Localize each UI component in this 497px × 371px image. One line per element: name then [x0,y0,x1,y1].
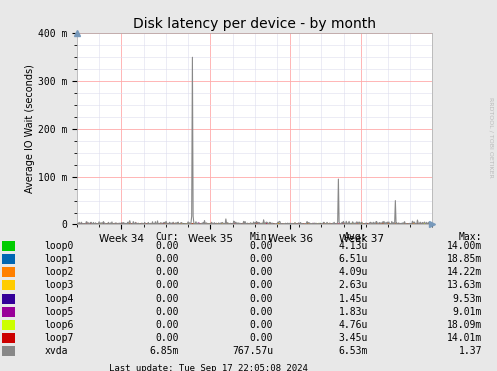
Text: loop2: loop2 [45,267,74,277]
Text: 13.63m: 13.63m [447,280,482,290]
Text: loop3: loop3 [45,280,74,290]
Text: loop7: loop7 [45,333,74,343]
FancyBboxPatch shape [2,267,15,277]
Text: xvda: xvda [45,346,68,356]
Text: 4.13u: 4.13u [338,241,368,251]
Text: 0.00: 0.00 [156,241,179,251]
Text: 0.00: 0.00 [250,293,273,303]
FancyBboxPatch shape [2,307,15,317]
FancyBboxPatch shape [2,254,15,264]
Text: 9.53m: 9.53m [453,293,482,303]
Text: 0.00: 0.00 [156,254,179,264]
Text: loop6: loop6 [45,320,74,330]
Text: 1.83u: 1.83u [338,307,368,317]
FancyBboxPatch shape [2,241,15,251]
Text: 0.00: 0.00 [250,333,273,343]
Text: loop4: loop4 [45,293,74,303]
FancyBboxPatch shape [2,293,15,303]
FancyBboxPatch shape [2,346,15,356]
Text: 14.00m: 14.00m [447,241,482,251]
Text: Min:: Min: [250,233,273,243]
Text: Last update: Tue Sep 17 22:05:08 2024: Last update: Tue Sep 17 22:05:08 2024 [109,364,308,371]
Text: 3.45u: 3.45u [338,333,368,343]
Text: 767.57u: 767.57u [232,346,273,356]
Text: 18.85m: 18.85m [447,254,482,264]
Text: 0.00: 0.00 [250,280,273,290]
Text: 6.51u: 6.51u [338,254,368,264]
Text: 0.00: 0.00 [156,293,179,303]
Text: 0.00: 0.00 [156,307,179,317]
Text: 0.00: 0.00 [156,280,179,290]
Text: 0.00: 0.00 [156,333,179,343]
Text: 0.00: 0.00 [156,267,179,277]
Text: 18.09m: 18.09m [447,320,482,330]
Text: Avg:: Avg: [344,233,368,243]
Text: loop1: loop1 [45,254,74,264]
FancyBboxPatch shape [2,333,15,343]
FancyBboxPatch shape [2,280,15,290]
Text: 4.09u: 4.09u [338,267,368,277]
Text: 0.00: 0.00 [250,267,273,277]
Text: 6.85m: 6.85m [150,346,179,356]
Text: 2.63u: 2.63u [338,280,368,290]
Y-axis label: Average IO Wait (seconds): Average IO Wait (seconds) [25,65,35,193]
Text: 9.01m: 9.01m [453,307,482,317]
Text: 6.53m: 6.53m [338,346,368,356]
Text: RRDTOOL / TOBI OETIKER: RRDTOOL / TOBI OETIKER [489,97,494,178]
Text: Cur:: Cur: [156,233,179,243]
Title: Disk latency per device - by month: Disk latency per device - by month [133,17,376,31]
Text: 0.00: 0.00 [250,307,273,317]
Text: 1.45u: 1.45u [338,293,368,303]
Text: Max:: Max: [459,233,482,243]
Text: 0.00: 0.00 [250,241,273,251]
Text: 14.22m: 14.22m [447,267,482,277]
Text: 0.00: 0.00 [250,254,273,264]
Text: 4.76u: 4.76u [338,320,368,330]
Text: loop0: loop0 [45,241,74,251]
Text: 0.00: 0.00 [250,320,273,330]
Text: 0.00: 0.00 [156,320,179,330]
Text: 14.01m: 14.01m [447,333,482,343]
Text: 1.37: 1.37 [459,346,482,356]
Text: loop5: loop5 [45,307,74,317]
FancyBboxPatch shape [2,320,15,330]
